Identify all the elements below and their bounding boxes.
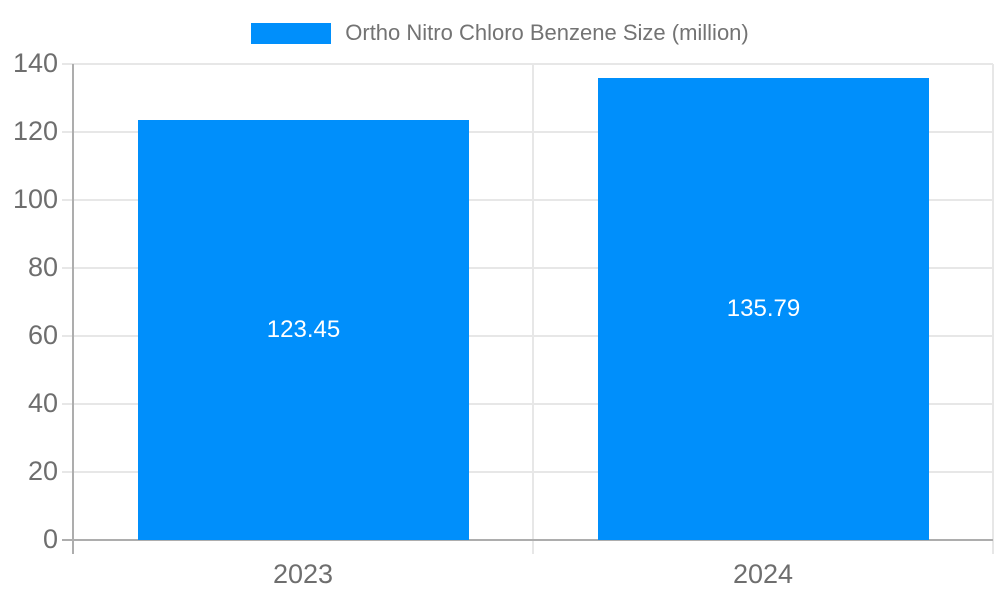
gridline-x-boundary — [532, 64, 534, 554]
gridline-y-140 — [62, 63, 993, 65]
y-axis-tick-label: 0 — [42, 524, 58, 554]
y-axis-tick-label: 100 — [12, 184, 58, 214]
legend-swatch-icon — [251, 22, 332, 44]
gridline-y-80 — [62, 267, 993, 269]
bar-2024: 135.79 — [598, 78, 929, 540]
bar-2023: 123.45 — [138, 120, 469, 540]
y-axis-tick-label: 40 — [27, 388, 58, 418]
legend-item[interactable]: Ortho Nitro Chloro Benzene Size (million… — [0, 20, 1000, 46]
y-axis-tick-label: 20 — [27, 456, 58, 486]
gridline-y-40 — [62, 403, 993, 405]
gridline-x-boundary — [992, 64, 994, 554]
bar-value-label: 135.79 — [726, 295, 801, 323]
gridline-y-120 — [62, 131, 993, 133]
x-axis-tick-label: 2023 — [272, 559, 334, 589]
legend-label: Ortho Nitro Chloro Benzene Size (million… — [345, 20, 749, 45]
gridline-y-60 — [62, 335, 993, 337]
y-axis-tick-label: 120 — [12, 116, 58, 146]
bar-value-label: 123.45 — [266, 316, 341, 344]
gridline-y-100 — [62, 199, 993, 201]
x-axis-tick-label: 2024 — [732, 559, 794, 589]
y-axis-line — [72, 64, 74, 554]
y-axis-tick-label: 140 — [12, 48, 58, 78]
gridline-y-20 — [62, 471, 993, 473]
y-axis-tick-label: 60 — [27, 320, 58, 350]
x-axis-line — [62, 539, 993, 541]
y-axis-tick-label: 80 — [27, 252, 58, 282]
